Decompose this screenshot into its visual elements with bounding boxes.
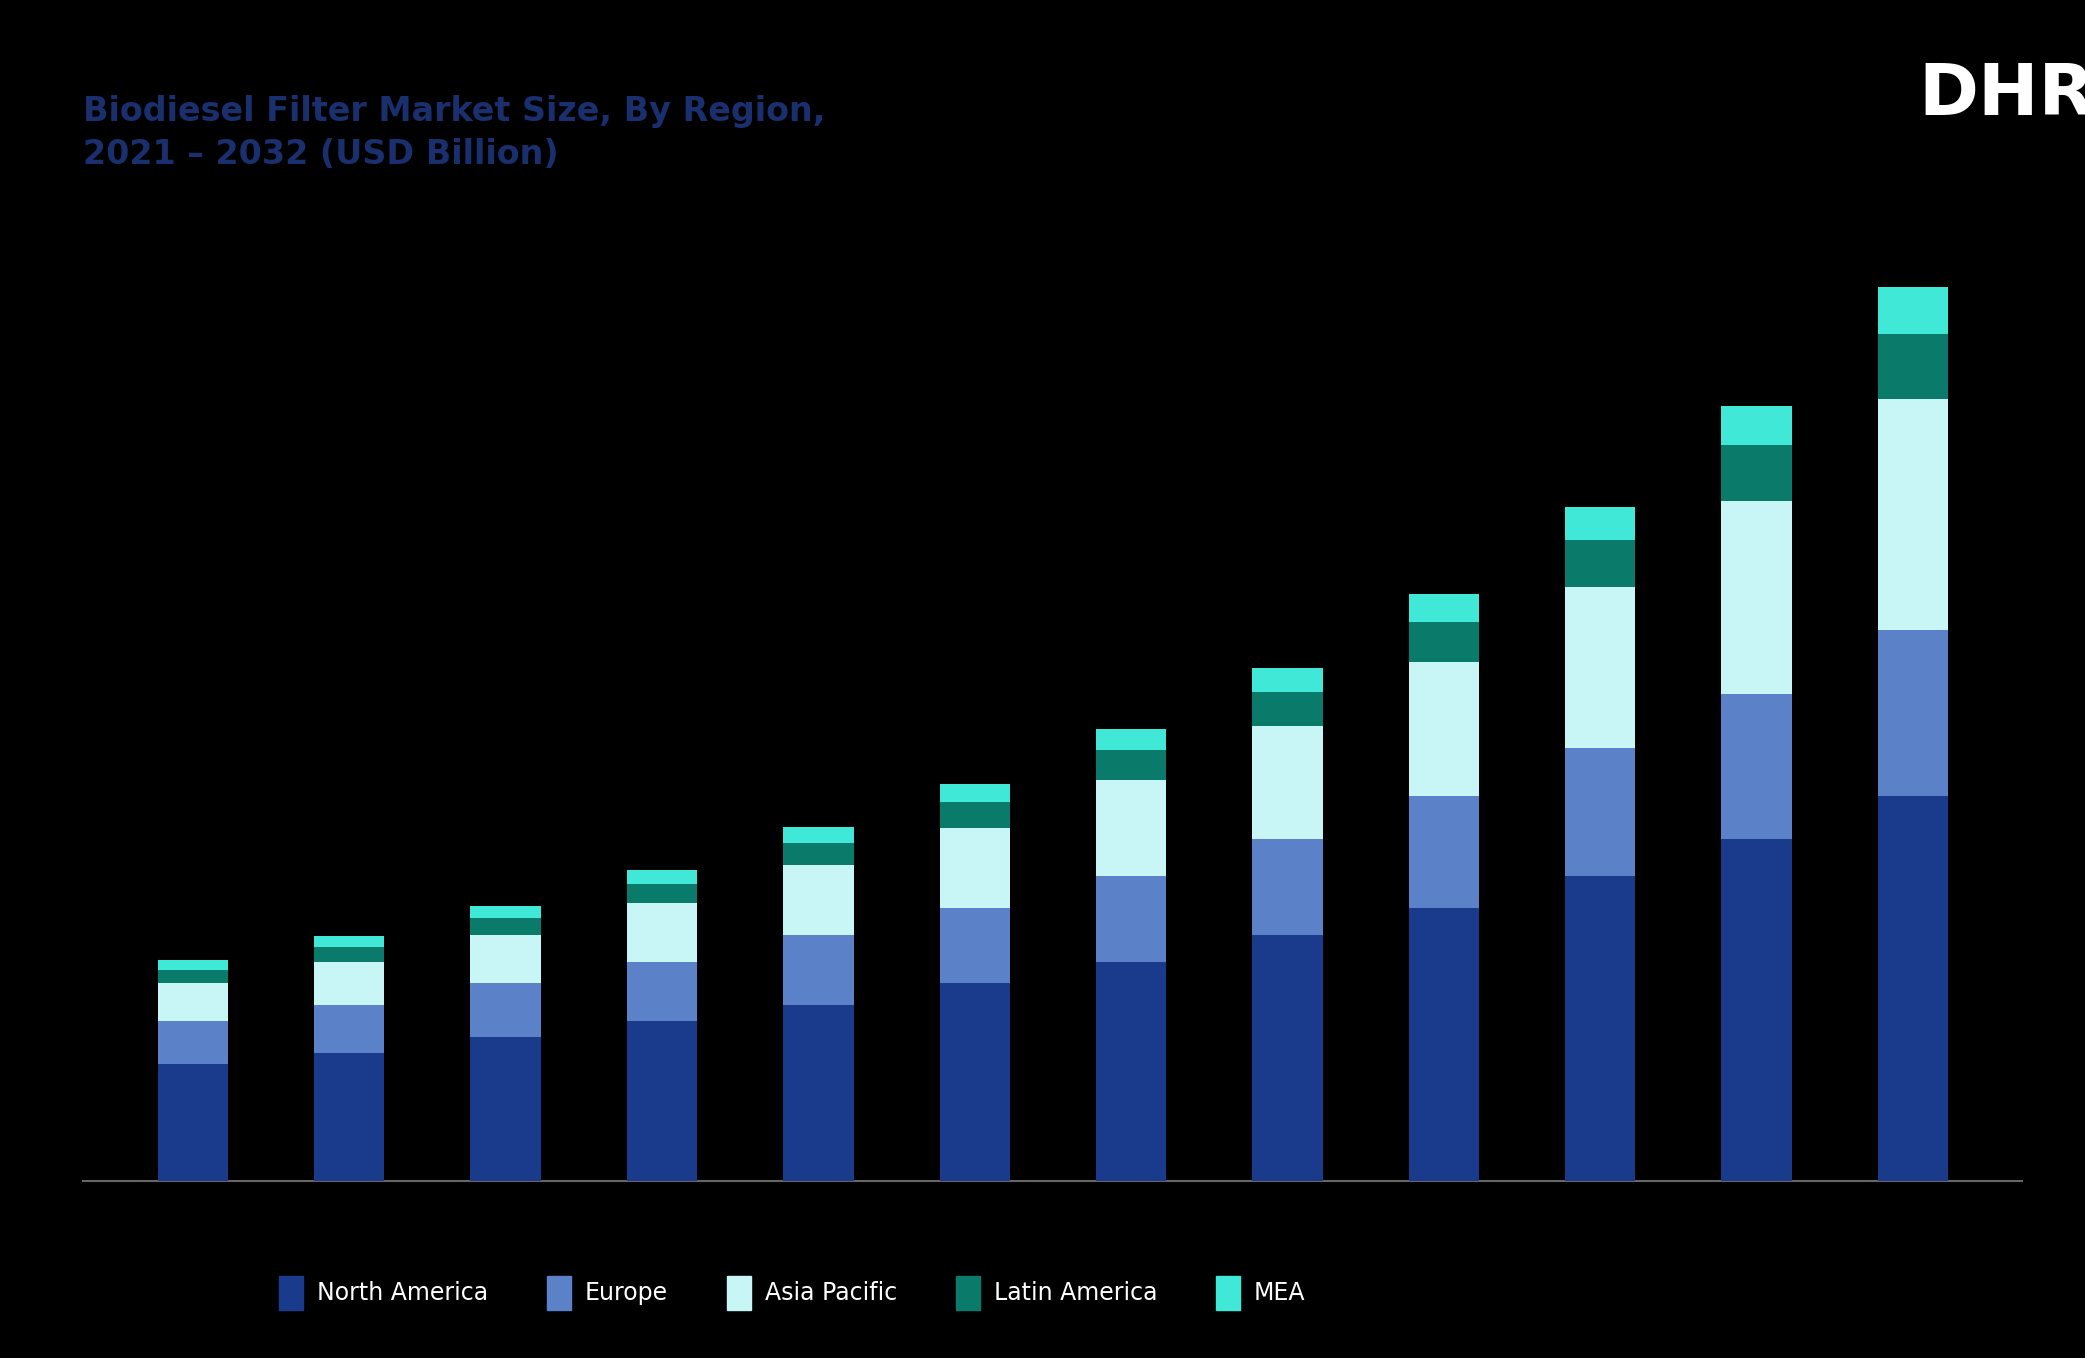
Bar — [1879, 334, 1947, 399]
Bar — [1409, 622, 1478, 661]
Bar — [940, 828, 1009, 909]
Bar — [315, 1052, 384, 1181]
Bar — [315, 961, 384, 1005]
Bar — [1879, 399, 1947, 630]
Bar — [471, 1038, 540, 1181]
Bar — [158, 970, 227, 983]
Bar — [158, 1063, 227, 1181]
Bar — [1879, 796, 1947, 1181]
Bar — [315, 936, 384, 947]
Bar — [940, 784, 1009, 803]
Bar — [1566, 587, 1635, 747]
Legend: North America, Europe, Asia Pacific, Latin America, MEA: North America, Europe, Asia Pacific, Lat… — [269, 1267, 1316, 1319]
Bar — [158, 960, 227, 970]
Bar — [1097, 876, 1166, 961]
Bar — [940, 803, 1009, 828]
Bar — [1566, 747, 1635, 876]
Bar — [940, 909, 1009, 983]
Bar — [1722, 694, 1791, 839]
Bar — [1879, 288, 1947, 334]
Text: DHR: DHR — [1918, 61, 2085, 130]
Bar — [784, 827, 853, 843]
Bar — [1253, 727, 1322, 839]
Bar — [784, 843, 853, 865]
Bar — [158, 1021, 227, 1063]
Bar — [471, 906, 540, 918]
Bar — [1722, 445, 1791, 501]
Text: Biodiesel Filter Market Size, By Region,
2021 – 2032 (USD Billion): Biodiesel Filter Market Size, By Region,… — [83, 95, 826, 171]
Bar — [784, 936, 853, 1005]
Bar — [1253, 839, 1322, 936]
Bar — [1722, 839, 1791, 1181]
Bar — [628, 869, 696, 884]
Bar — [1253, 691, 1322, 727]
Bar — [1097, 729, 1166, 750]
Bar — [784, 1005, 853, 1181]
Bar — [1566, 876, 1635, 1181]
Bar — [1253, 668, 1322, 691]
Bar — [1722, 501, 1791, 694]
Bar — [1097, 961, 1166, 1181]
Bar — [628, 903, 696, 961]
Bar — [471, 918, 540, 936]
Bar — [1097, 750, 1166, 779]
Bar — [1566, 507, 1635, 539]
Bar — [940, 983, 1009, 1181]
Bar — [158, 983, 227, 1021]
Bar — [1566, 539, 1635, 587]
Bar — [784, 865, 853, 936]
Bar — [1409, 796, 1478, 909]
Bar — [1409, 661, 1478, 796]
Bar — [471, 983, 540, 1038]
Bar — [628, 884, 696, 903]
Bar — [1409, 909, 1478, 1181]
Bar — [1409, 593, 1478, 622]
Bar — [315, 947, 384, 961]
Bar — [315, 1005, 384, 1052]
Bar — [1722, 406, 1791, 445]
Bar — [1097, 779, 1166, 876]
Bar — [628, 961, 696, 1021]
Bar — [471, 936, 540, 983]
Bar — [1879, 630, 1947, 796]
Bar — [1253, 936, 1322, 1181]
Bar — [628, 1021, 696, 1181]
